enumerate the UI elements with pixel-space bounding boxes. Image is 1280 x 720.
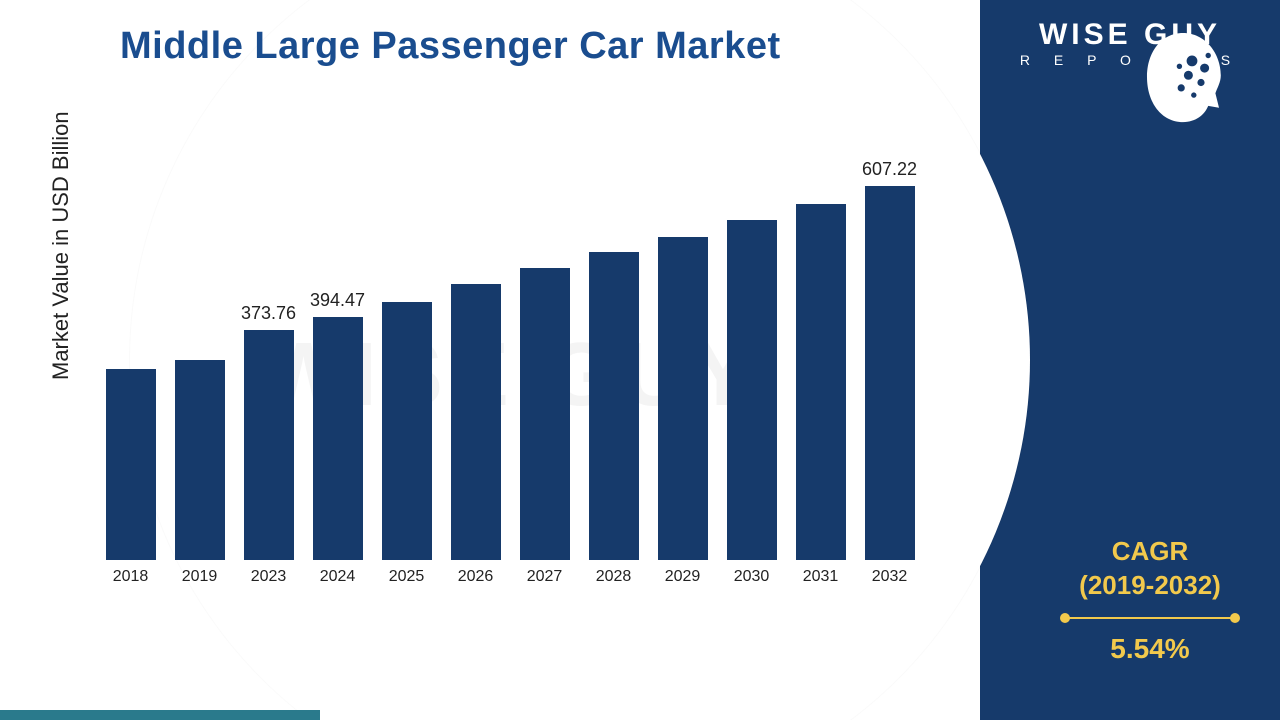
bottom-accent-bar xyxy=(0,710,320,720)
bar-2024 xyxy=(313,317,363,560)
cagr-value: 5.54% xyxy=(1020,633,1280,665)
bar-2023 xyxy=(244,330,294,560)
x-label-2023: 2023 xyxy=(251,568,287,586)
x-label-2018: 2018 xyxy=(113,568,149,586)
bar-chart-plot: 373.76 394.47 607.22 xyxy=(95,160,925,560)
bar-2018 xyxy=(106,369,156,560)
x-label-2019: 2019 xyxy=(182,568,218,586)
cagr-label-2: (2019-2032) xyxy=(1020,569,1280,603)
bar-label-2032: 607.22 xyxy=(862,159,917,180)
x-label-2031: 2031 xyxy=(803,568,839,586)
x-label-2030: 2030 xyxy=(734,568,770,586)
x-label-2028: 2028 xyxy=(596,568,632,586)
cagr-divider xyxy=(1065,617,1235,619)
bar-2032 xyxy=(865,186,915,560)
y-axis-label: Market Value in USD Billion xyxy=(48,111,74,380)
cagr-box: CAGR (2019-2032) 5.54% xyxy=(1020,535,1280,665)
chart-title: Middle Large Passenger Car Market xyxy=(120,25,781,68)
bar-2031 xyxy=(796,204,846,560)
x-axis: 2018 2019 2023 2024 2025 2026 2027 2028 2029 2030… xyxy=(95,562,925,592)
bar-2030 xyxy=(727,220,777,560)
bar-2019 xyxy=(175,360,225,560)
x-label-2029: 2029 xyxy=(665,568,701,586)
bar-label-2023: 373.76 xyxy=(241,303,296,324)
brand-logo: WISE GUY R E P O R T S xyxy=(1010,20,1250,68)
bar-label-2024: 394.47 xyxy=(310,290,365,311)
x-label-2026: 2026 xyxy=(458,568,494,586)
bar-2027 xyxy=(520,268,570,560)
x-label-2024: 2024 xyxy=(320,568,356,586)
x-label-2032: 2032 xyxy=(872,568,908,586)
cagr-label-1: CAGR xyxy=(1020,535,1280,569)
bar-2029 xyxy=(658,237,708,560)
bar-2026 xyxy=(451,284,501,560)
stage: WISE GUY Middle Large Passenger Car Mark… xyxy=(0,0,1280,720)
head-icon xyxy=(1138,28,1228,128)
bar-2028 xyxy=(589,252,639,560)
bar-2025 xyxy=(382,302,432,560)
x-label-2025: 2025 xyxy=(389,568,425,586)
x-label-2027: 2027 xyxy=(527,568,563,586)
